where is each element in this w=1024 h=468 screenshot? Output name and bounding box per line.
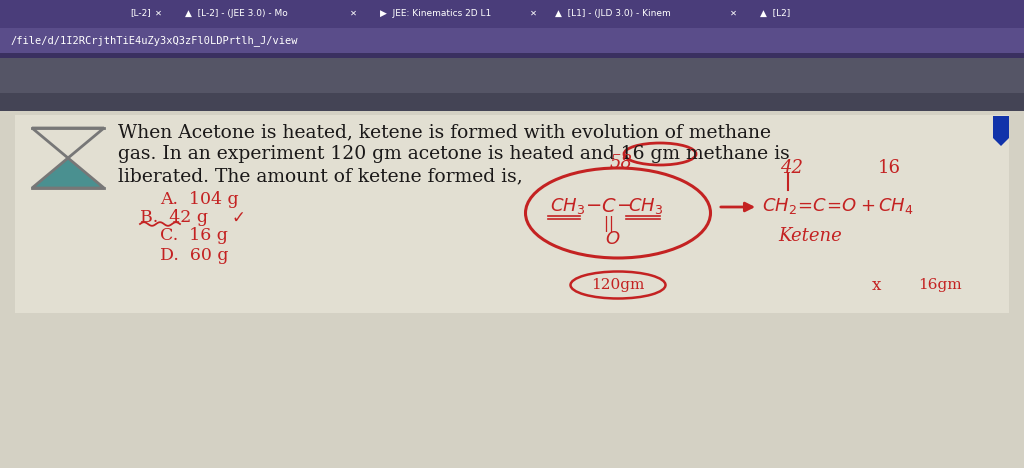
Text: /file/d/1I2RCrjthTiE4uZy3xQ3zFl0LDPrtlh_J/view: /file/d/1I2RCrjthTiE4uZy3xQ3zFl0LDPrtlh_… <box>10 36 298 46</box>
Text: ▲  [L-2] - (JEE 3.0) - Mo: ▲ [L-2] - (JEE 3.0) - Mo <box>185 8 288 17</box>
Text: ▶  JEE: Kinematics 2D L1: ▶ JEE: Kinematics 2D L1 <box>380 8 492 17</box>
Bar <box>0 93 1024 468</box>
Text: A.  104 g: A. 104 g <box>160 190 239 207</box>
Text: $\mathit{CH_3}$: $\mathit{CH_3}$ <box>628 196 664 216</box>
Text: ✕: ✕ <box>155 8 162 17</box>
Text: ✕: ✕ <box>350 8 357 17</box>
Text: ✕: ✕ <box>730 8 737 17</box>
Text: $-$: $-$ <box>616 195 632 213</box>
Bar <box>0 93 1024 111</box>
Bar <box>0 28 1024 53</box>
Text: $\mathit{CH_3}$: $\mathit{CH_3}$ <box>550 196 585 216</box>
Text: ▲  [L2]: ▲ [L2] <box>760 8 791 17</box>
Text: C.  16 g: C. 16 g <box>160 227 228 244</box>
Text: $||$: $||$ <box>603 214 613 234</box>
Text: D.  60 g: D. 60 g <box>160 247 228 263</box>
Text: $C$: $C$ <box>601 197 616 215</box>
Text: gas. In an experiment 120 gm acetone is heated and 16 gm methane is: gas. In an experiment 120 gm acetone is … <box>118 145 790 163</box>
Text: 58: 58 <box>610 154 633 172</box>
Text: When Acetone is heated, ketene is formed with evolution of methane: When Acetone is heated, ketene is formed… <box>118 123 771 141</box>
Text: liberated. The amount of ketene formed is,: liberated. The amount of ketene formed i… <box>118 167 522 185</box>
Text: $O$: $O$ <box>605 230 621 248</box>
Bar <box>15 115 1009 313</box>
Polygon shape <box>993 138 1009 146</box>
Text: 16: 16 <box>878 159 901 177</box>
Text: 42: 42 <box>780 159 803 177</box>
Text: $CH_2\!=\!C\!=\!O$: $CH_2\!=\!C\!=\!O$ <box>762 196 857 216</box>
Bar <box>0 53 1024 58</box>
Text: ✓: ✓ <box>232 209 246 227</box>
Text: ▲  [L1] - (JLD 3.0) - Kinem: ▲ [L1] - (JLD 3.0) - Kinem <box>555 8 671 17</box>
Text: B.  42 g: B. 42 g <box>140 210 208 227</box>
Text: 16gm: 16gm <box>918 278 962 292</box>
Text: [L-2]: [L-2] <box>130 8 151 17</box>
Text: x: x <box>872 277 882 293</box>
Bar <box>0 0 1024 28</box>
Text: Ketene: Ketene <box>778 227 842 245</box>
Text: $+\,CH_4$: $+\,CH_4$ <box>860 196 913 216</box>
Bar <box>0 58 1024 93</box>
Bar <box>993 116 1009 138</box>
Text: $-$: $-$ <box>585 195 601 213</box>
Text: 120gm: 120gm <box>591 278 645 292</box>
Text: ✕: ✕ <box>530 8 537 17</box>
Polygon shape <box>32 158 104 188</box>
